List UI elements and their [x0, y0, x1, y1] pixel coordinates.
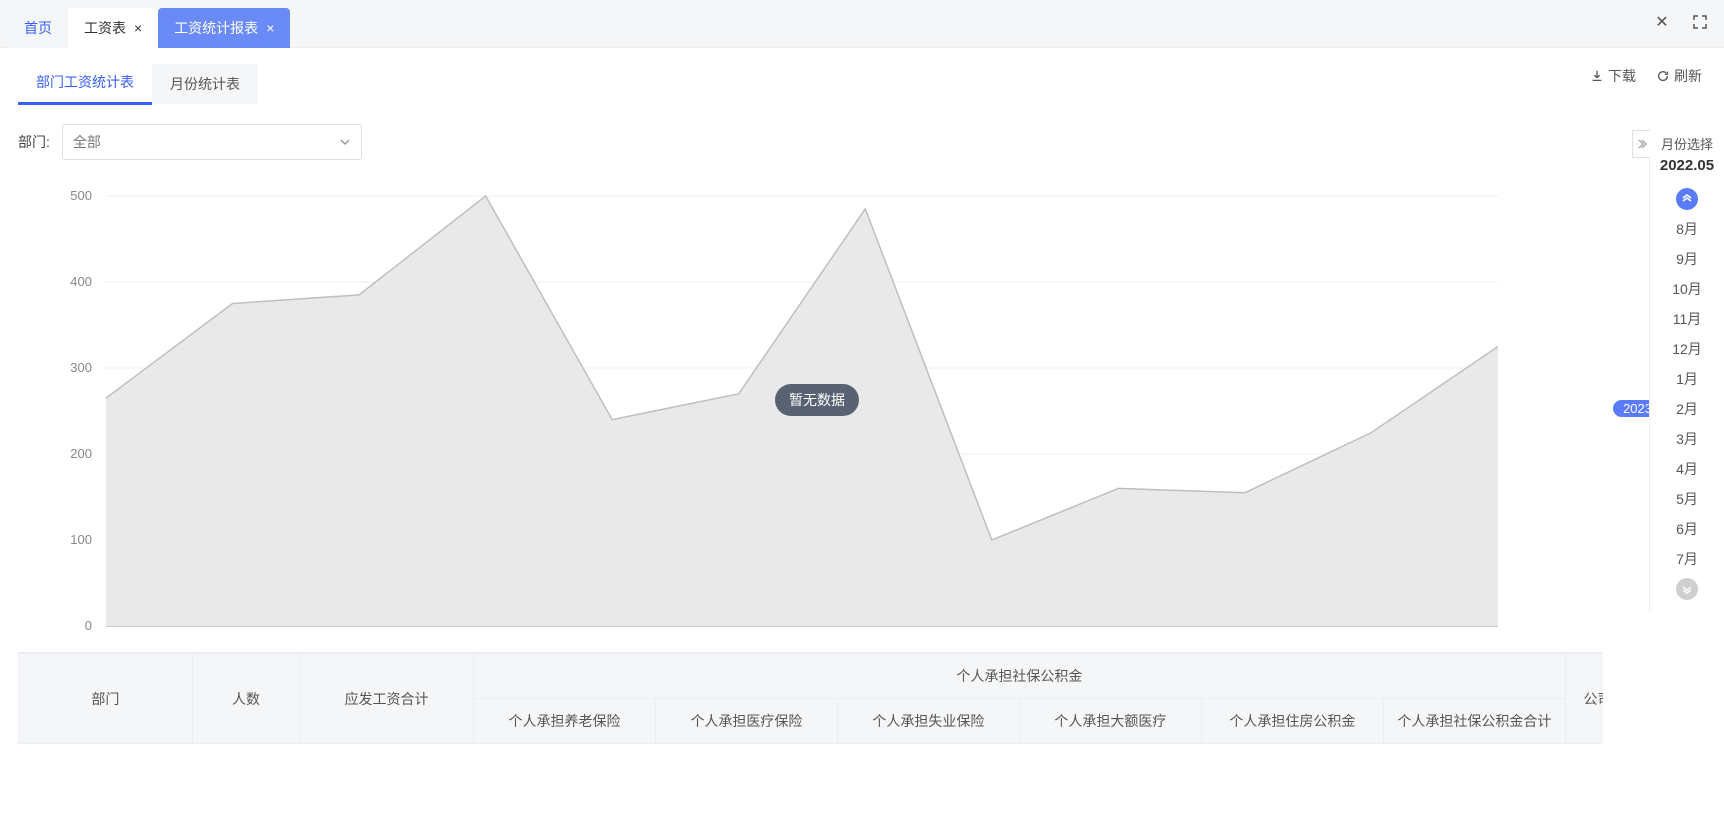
top-tab-bar: 首页 工资表 × 工资统计报表 × ✕ — [0, 0, 1724, 48]
table-header: 个人承担失业保险 — [837, 699, 1019, 744]
close-icon[interactable]: × — [134, 20, 142, 36]
svg-text:100: 100 — [70, 532, 92, 547]
fullscreen-icon[interactable] — [1688, 10, 1712, 34]
table-header-group: 个人承担社保公积金 — [473, 654, 1565, 699]
sub-toolbar: 下载 刷新 — [1590, 66, 1702, 86]
download-button[interactable]: 下载 — [1590, 66, 1636, 86]
month-item[interactable]: 10月 — [1672, 274, 1702, 304]
table-header: 公司承担 — [1565, 654, 1603, 744]
subtab-label: 部门工资统计表 — [36, 74, 134, 90]
month-item[interactable]: 12月 — [1672, 334, 1702, 364]
salary-table: 部门人数应发工资合计个人承担社保公积金公司承担个人承担养老保险个人承担医疗保险个… — [18, 652, 1603, 744]
month-item[interactable]: 3月 — [1672, 424, 1702, 454]
month-panel-title: 月份选择 — [1661, 134, 1713, 153]
month-item[interactable]: 9月 — [1672, 244, 1702, 274]
close-icon[interactable]: × — [266, 20, 274, 36]
collapse-panel-button[interactable] — [1632, 130, 1650, 158]
nodata-tooltip: 暂无数据 — [775, 384, 859, 416]
month-picker-panel: 月份选择 2022.05 8月9月10月11月12月1月2月3月4月5月6月7月 — [1649, 130, 1724, 612]
month-item[interactable]: 11月 — [1672, 304, 1702, 334]
month-item[interactable]: 5月 — [1672, 484, 1702, 514]
table-header: 个人承担养老保险 — [473, 699, 655, 744]
table-header: 个人承担社保公积金合计 — [1383, 699, 1565, 744]
table-header: 应发工资合计 — [300, 654, 474, 744]
refresh-icon — [1656, 69, 1670, 83]
download-label: 下载 — [1608, 66, 1636, 86]
chevron-up-icon — [1682, 194, 1692, 204]
tab-home[interactable]: 首页 — [8, 8, 68, 48]
month-item[interactable]: 4月 — [1672, 454, 1702, 484]
table-header: 个人承担大额医疗 — [1019, 699, 1201, 744]
month-scroll-up[interactable] — [1676, 188, 1698, 210]
table-header: 人数 — [192, 654, 299, 744]
salary-area-chart: 0 100 200 300 400 500 暂无数据 — [18, 178, 1498, 648]
tab-salary-report-label: 工资统计报表 — [174, 18, 258, 38]
subtab-month-stats[interactable]: 月份统计表 — [152, 64, 258, 104]
month-item[interactable]: 8月 — [1672, 214, 1702, 244]
subtab-label: 月份统计表 — [170, 76, 240, 92]
tab-salary-sheet[interactable]: 工资表 × — [68, 8, 158, 48]
tab-home-label: 首页 — [24, 18, 52, 38]
table-header: 部门 — [19, 654, 193, 744]
month-item[interactable]: 7月 — [1672, 544, 1702, 574]
refresh-label: 刷新 — [1674, 66, 1702, 86]
month-panel-current: 2022.05 — [1660, 157, 1714, 174]
svg-text:500: 500 — [70, 188, 92, 203]
report-sub-tabs: 部门工资统计表 月份统计表 — [18, 62, 1706, 106]
table-header: 个人承担医疗保险 — [655, 699, 837, 744]
top-right-controls: ✕ — [1650, 10, 1712, 34]
chevron-right-icon — [1637, 139, 1647, 149]
table-header: 个人承担住房公积金 — [1201, 699, 1383, 744]
refresh-button[interactable]: 刷新 — [1656, 66, 1702, 86]
subtab-department-salary[interactable]: 部门工资统计表 — [18, 62, 152, 105]
tab-salary-report[interactable]: 工资统计报表 × — [158, 8, 290, 48]
close-all-icon[interactable]: ✕ — [1650, 10, 1674, 34]
month-item[interactable]: 6月 — [1672, 514, 1702, 544]
chevron-down-icon — [1682, 584, 1692, 594]
svg-text:400: 400 — [70, 274, 92, 289]
month-item[interactable]: 1月 — [1672, 364, 1702, 394]
filter-row: 部门: 全部 — [18, 124, 1706, 160]
download-icon — [1590, 69, 1604, 83]
department-filter-label: 部门: — [18, 132, 50, 152]
svg-text:200: 200 — [70, 446, 92, 461]
department-select[interactable]: 全部 — [62, 124, 362, 160]
month-scroll-down[interactable] — [1676, 578, 1698, 600]
tab-salary-sheet-label: 工资表 — [84, 18, 126, 38]
month-item[interactable]: 2月 — [1672, 394, 1702, 424]
chevron-down-icon — [339, 136, 351, 148]
select-value: 全部 — [73, 132, 101, 152]
svg-text:300: 300 — [70, 360, 92, 375]
main-content: 部门工资统计表 月份统计表 下载 刷新 部门: 全部 0 — [0, 48, 1724, 744]
svg-text:0: 0 — [85, 618, 92, 633]
